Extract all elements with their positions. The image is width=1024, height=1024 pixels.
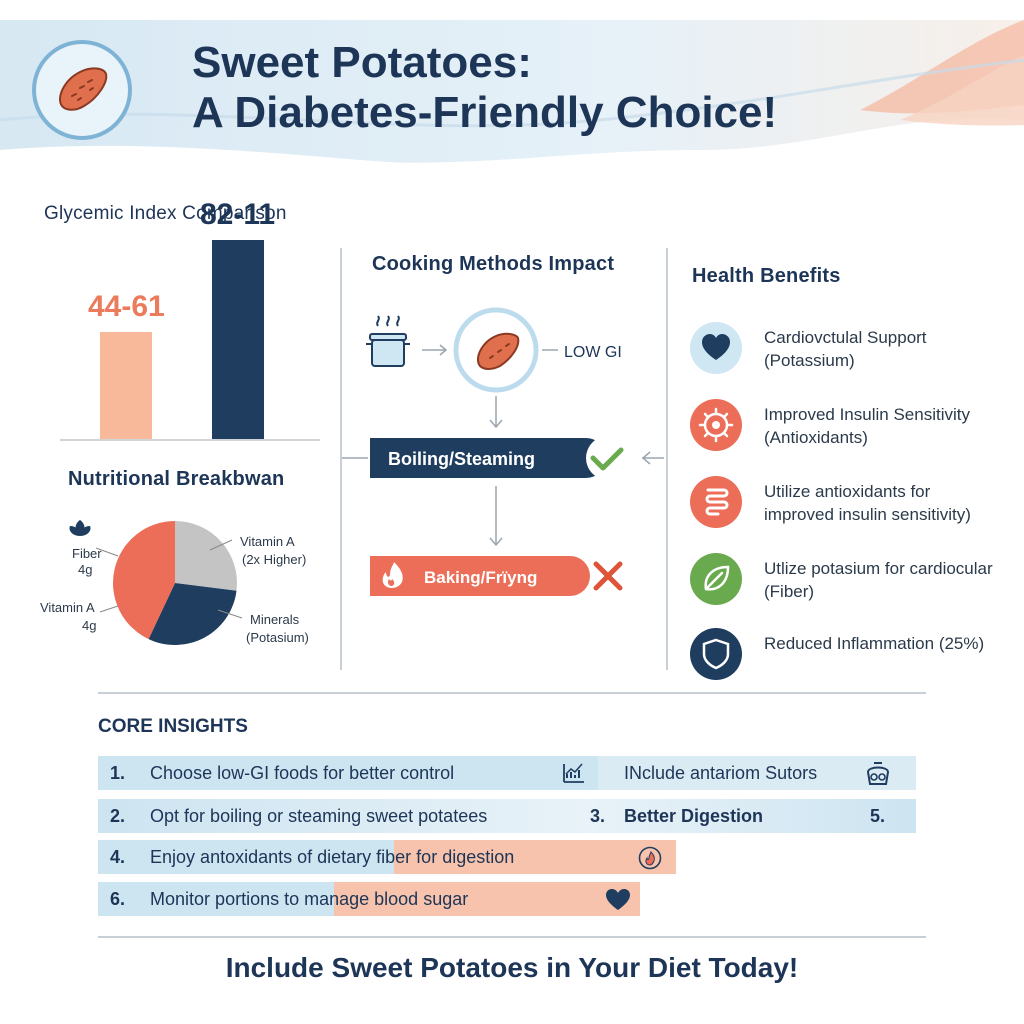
- cooking-flow-diagram: LOW GI Boiling/Steaming Baking/Frïyng: [342, 307, 664, 596]
- pie-slice-0: [175, 521, 237, 591]
- call-to-action: Include Sweet Potatoes in Your Diet Toda…: [225, 952, 799, 983]
- insight-row-4-accent-bar: [334, 882, 640, 916]
- benefit-line1: Improved Insulin Sensitivity: [764, 405, 970, 424]
- benefit-icon-badge: [690, 399, 742, 451]
- intestine-icon: [705, 488, 729, 516]
- gi-section-title: Glycemic Index Comparison: [44, 203, 287, 224]
- leaf-icon: [704, 565, 730, 591]
- benefit-icon-badge: [690, 553, 742, 605]
- nutrition-pie-chart: Fiber 4g Vitamin A (2x Higher) Minerals …: [40, 520, 309, 645]
- benefit-line1: Reduced Inflammation (25%): [764, 634, 985, 653]
- bad-method-label: Baking/Frïyng: [424, 568, 537, 587]
- insight-text: Opt for boiling or steaming sweet potate…: [150, 806, 488, 826]
- insight-number: 4.: [110, 847, 126, 867]
- cooking-section-title: Cooking Methods Impact: [372, 253, 615, 275]
- benefit-line2: (Potassium): [764, 351, 855, 370]
- insight-text: Monitor portions to manage blood sugar: [150, 889, 469, 909]
- divider-right: [666, 248, 668, 670]
- benefit-item-antioxidants: Utilize antioxidants for improved insuli…: [690, 476, 1010, 536]
- benefit-line1: Utlize potasium for cardiocular: [764, 559, 993, 578]
- sweet-potato-icon: [477, 332, 520, 370]
- heart-icon: [702, 334, 730, 360]
- cooking-potato-badge: [453, 307, 539, 393]
- pie-label-fiber: Fiber: [72, 546, 102, 561]
- insight-text: Enjoy antoxidants of dietary fiber for d…: [150, 847, 515, 867]
- cross-icon: [593, 561, 623, 591]
- insight-mid-number: 3.: [590, 806, 606, 826]
- boiling-steaming-bar: Boiling/Steaming: [370, 436, 630, 480]
- gi-value-label-sweet-potato: 44-61: [88, 290, 165, 323]
- insight-row-3-accent-bar: [394, 840, 676, 874]
- insight-right-number: 5.: [870, 806, 886, 826]
- gi-bar-sweet-potato: [100, 332, 152, 439]
- benefit-line2: (Antioxidants): [764, 428, 868, 447]
- insight-row-4-bar: [98, 882, 334, 916]
- pie-label-2: Vitamin A: [40, 600, 95, 615]
- good-method-label: Boiling/Steaming: [388, 449, 535, 469]
- check-icon: [590, 447, 624, 471]
- insight-right-text: INclude antariom Sutors: [624, 763, 818, 783]
- insight-text: Choose low-GI foods for better control: [150, 763, 455, 783]
- pie-sublabel-fiber: 4g: [78, 562, 92, 577]
- gi-bar-chart: 44-61 82-11: [60, 198, 320, 445]
- benefit-line2: (Fiber): [764, 582, 815, 601]
- flame-icon: [638, 846, 662, 870]
- insight-mid-text: Better Digestion: [624, 806, 764, 826]
- logo-badge: [32, 40, 132, 140]
- divider-insights-top: [98, 692, 926, 694]
- baking-frying-bar: Baking/Frïyng: [370, 556, 623, 596]
- low-gi-label: LOW GI: [564, 344, 622, 361]
- header-background: [0, 20, 1024, 185]
- insight-number: 6.: [110, 889, 126, 909]
- insight-row-3-bar: [98, 840, 394, 874]
- header-banner: [0, 0, 1024, 185]
- pie-sublabel-0: (2x Higher): [242, 552, 306, 567]
- divider-footer: [98, 936, 926, 938]
- benefit-item-potassium: Utlize potasium for cardiocular (Fiber): [690, 553, 1010, 613]
- insight-row-1-bar: [98, 756, 598, 790]
- benefit-item-insulin: Improved Insulin Sensitivity (Antioxidan…: [690, 399, 1010, 459]
- benefit-icon-badge: [690, 476, 742, 528]
- insight-row-2-bar: [98, 799, 916, 833]
- benefit-line2: improved insulin sensitivity): [764, 505, 971, 524]
- title-line-2: A Diabetes-Friendly Choice!: [192, 88, 778, 137]
- chart-icon: [563, 763, 584, 783]
- pie-slice-2: [112, 521, 175, 640]
- benefit-line1: Utilize antioxidants for: [764, 482, 931, 501]
- benefit-item-cardiovascular: Cardiovctulal Support (Potassium): [690, 322, 1010, 382]
- flame-icon: [382, 562, 403, 588]
- page-title: Sweet Potatoes: A Diabetes-Friendly Choi…: [192, 38, 912, 138]
- insight-number: 1.: [110, 763, 126, 783]
- insight-row-1-right-bar: [598, 756, 916, 790]
- pie-label-1: Minerals: [250, 612, 300, 627]
- benefit-line1: Cardiovctulal Support: [764, 328, 927, 347]
- cell-icon: [698, 407, 734, 443]
- pie-slice-1: [148, 583, 237, 645]
- nutrition-section-title: Nutritional Breakbwan: [68, 468, 285, 490]
- benefit-item-inflammation: Reduced Inflammation (25%): [690, 628, 1010, 684]
- insights-title: CORE INSIGHTS: [98, 716, 248, 737]
- pie-sublabel-1: (Potasium): [246, 630, 309, 645]
- shield-icon: [702, 638, 730, 670]
- leaf-icon: [69, 520, 91, 536]
- heart-icon: [606, 889, 630, 910]
- benefits-section-title: Health Benefits: [692, 265, 841, 287]
- pie-label-0: Vitamin A: [240, 534, 295, 549]
- gi-bar-comparison: [212, 240, 264, 439]
- benefit-icon-badge: [690, 628, 742, 680]
- pie-sublabel-2: 4g: [82, 618, 96, 633]
- benefit-icon-badge: [690, 322, 742, 374]
- gi-value-label-comparison: 82-11: [200, 198, 276, 231]
- title-line-1: Sweet Potatoes:: [192, 38, 532, 87]
- gi-baseline: [60, 439, 320, 441]
- divider-left: [340, 248, 342, 670]
- insight-number: 2.: [110, 806, 126, 826]
- scale-icon: [866, 762, 890, 785]
- sweet-potato-icon: [59, 67, 108, 111]
- steaming-pot-icon: [366, 315, 410, 367]
